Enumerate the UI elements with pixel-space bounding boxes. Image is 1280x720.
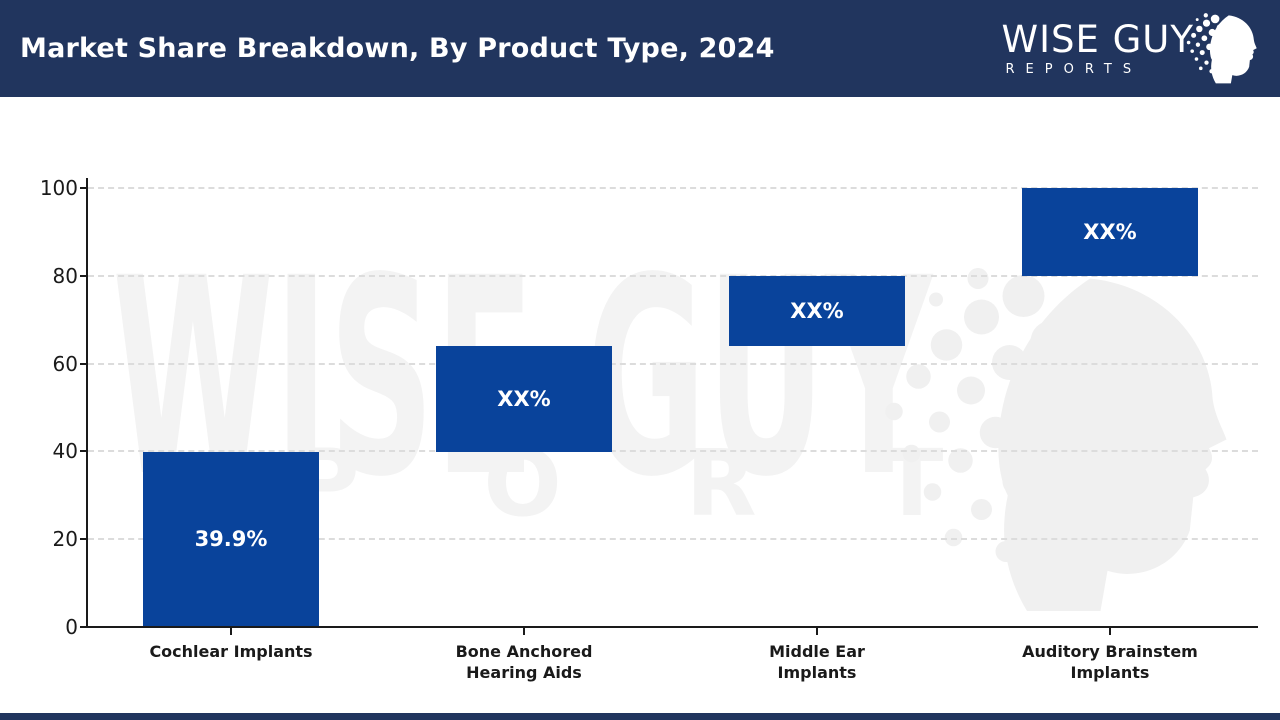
- bar-value-label: XX%: [497, 386, 551, 411]
- gridline-20: [88, 538, 1258, 541]
- y-tick-label: 40: [52, 439, 78, 464]
- bar-2: XX%: [436, 346, 612, 452]
- wise-guy-logo: WISE GUY REPORTS: [1002, 6, 1266, 92]
- x-tick-mark: [816, 628, 818, 635]
- y-tick-label: 60: [52, 351, 78, 376]
- x-category-label: Cochlear Implants: [149, 642, 313, 661]
- bar-value-label: XX%: [790, 298, 844, 323]
- y-tick-mark: [80, 274, 88, 277]
- logo-text: WISE GUY REPORTS: [1001, 18, 1194, 77]
- y-tick-label: 100: [39, 176, 78, 200]
- y-tick-label: 20: [52, 527, 78, 552]
- gridline-80: [88, 274, 1258, 277]
- x-category-label: Auditory Brainstem Implants: [1022, 642, 1198, 683]
- logo-face-icon: [1180, 9, 1266, 89]
- gridline-40: [88, 450, 1258, 453]
- bar-3: XX%: [729, 275, 905, 347]
- y-axis-line: [86, 178, 88, 628]
- x-category-label: Bone Anchored Hearing Aids: [455, 642, 593, 683]
- logo-wordmark: WISE GUY: [1001, 18, 1194, 62]
- x-tick-mark: [1109, 628, 1111, 635]
- y-tick-label: 80: [52, 263, 78, 288]
- y-tick-mark: [80, 626, 88, 628]
- bar-value-label: XX%: [1083, 219, 1137, 244]
- gridline-100: [88, 187, 1258, 189]
- gridline-60: [88, 362, 1258, 365]
- logo-subtitle: REPORTS: [1005, 61, 1143, 77]
- y-tick-mark: [80, 362, 88, 365]
- y-tick-mark: [80, 450, 88, 453]
- y-tick-label: 0: [65, 615, 78, 639]
- bar-value-label: 39.9%: [194, 527, 268, 552]
- x-axis-line: [86, 626, 1258, 628]
- bar-4: XX%: [1022, 188, 1198, 276]
- y-tick-mark: [80, 538, 88, 541]
- x-tick-mark: [230, 628, 232, 635]
- y-tick-mark: [80, 187, 88, 189]
- footer-bar: [0, 713, 1280, 720]
- x-category-label: Middle Ear Implants: [769, 642, 865, 683]
- x-tick-mark: [523, 628, 525, 635]
- header-bar: Market Share Breakdown, By Product Type,…: [0, 0, 1280, 97]
- bar-1: 39.9%: [143, 451, 319, 627]
- chart-title: Market Share Breakdown, By Product Type,…: [20, 33, 775, 64]
